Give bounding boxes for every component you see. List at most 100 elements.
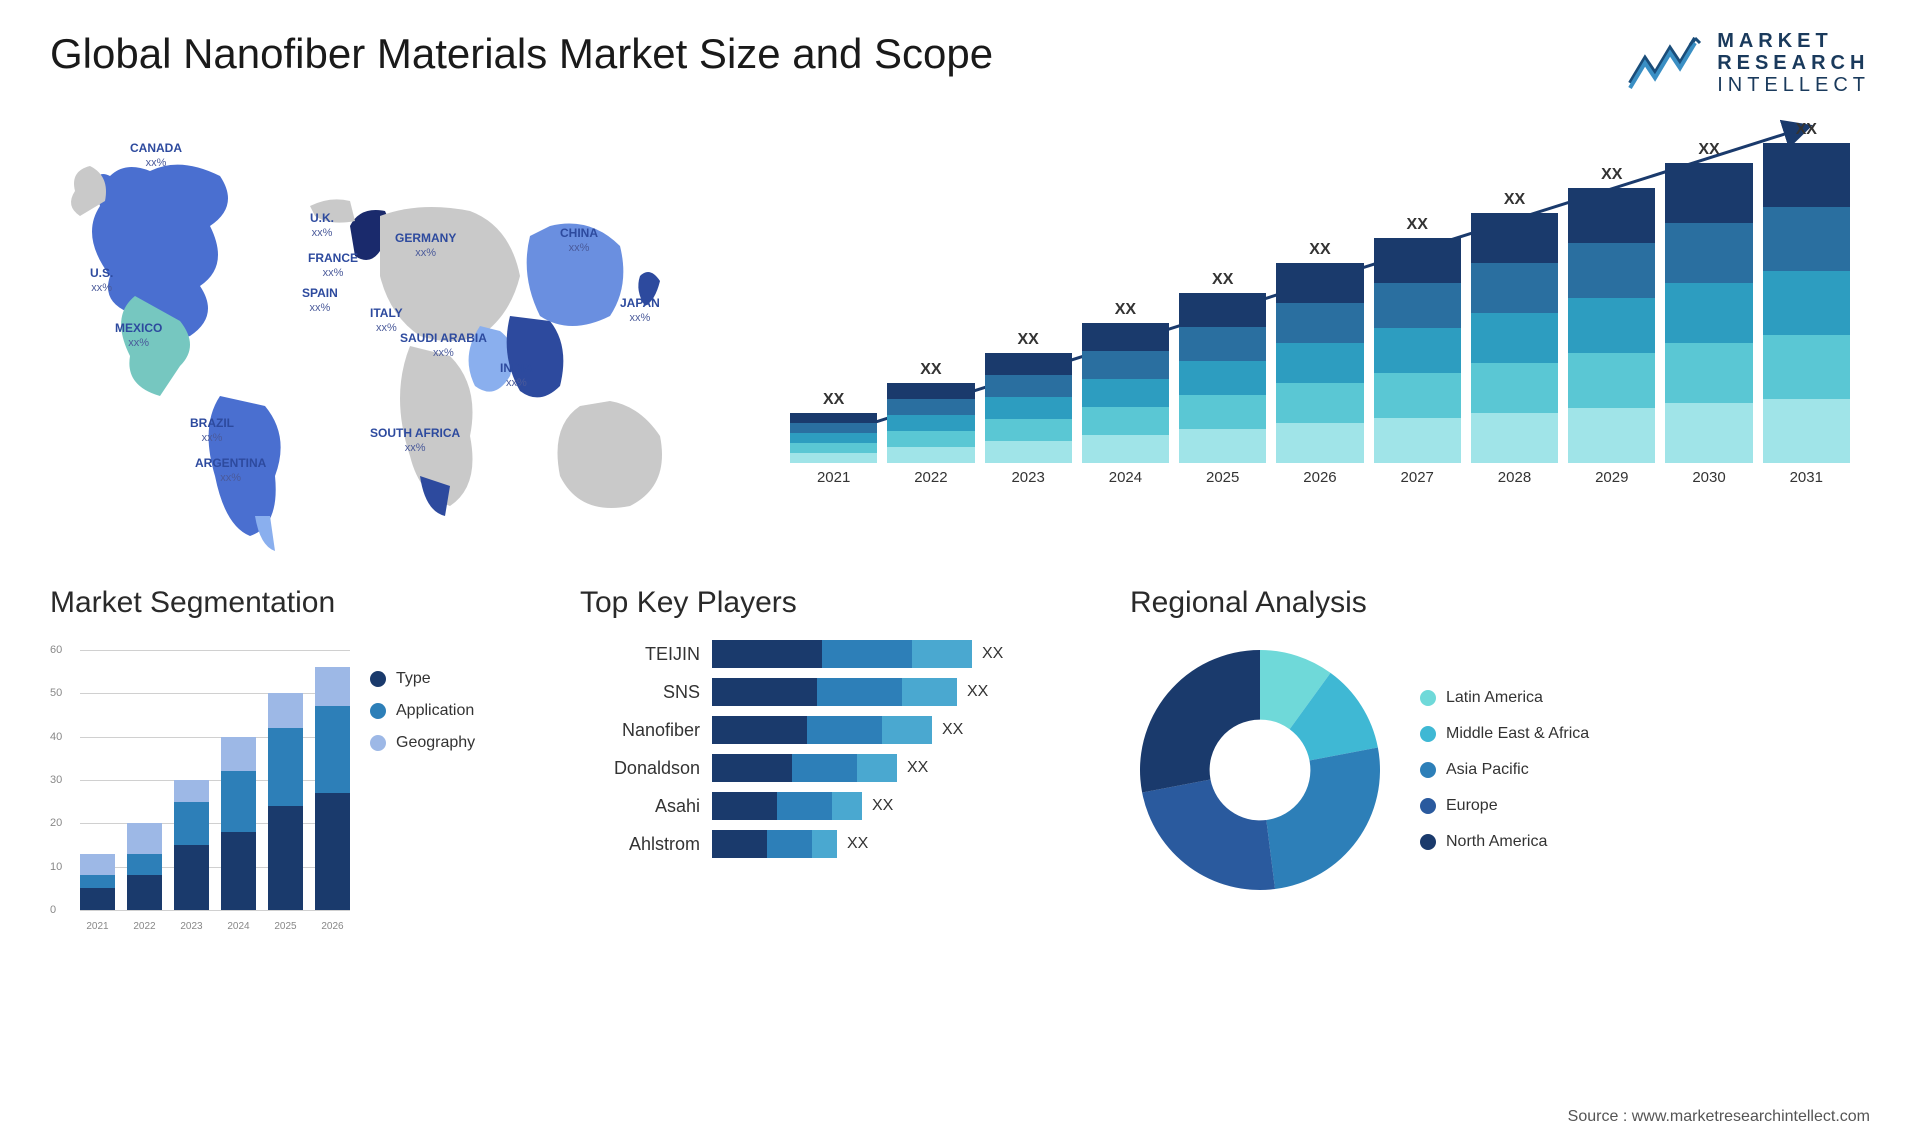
y-axis-label: 50 xyxy=(50,687,62,699)
legend-dot xyxy=(370,671,386,687)
player-value-label: XX xyxy=(982,645,1003,663)
segmentation-legend: Type Application Geography xyxy=(370,640,475,940)
legend-item: Geography xyxy=(370,734,475,752)
bar-value-label: XX xyxy=(1601,166,1622,184)
y-axis-label: 30 xyxy=(50,774,62,786)
segmentation-bar: 2022 xyxy=(127,823,162,910)
bar-year-label: 2021 xyxy=(817,469,850,486)
player-value-label: XX xyxy=(872,797,893,815)
bar-year-label: 2024 xyxy=(1109,469,1142,486)
regional-panel: Regional Analysis Latin AmericaMiddle Ea… xyxy=(1130,586,1870,1006)
players-title: Top Key Players xyxy=(580,586,1100,620)
player-bar xyxy=(712,678,957,706)
bar-year-label: 2030 xyxy=(1692,469,1725,486)
legend-item: Type xyxy=(370,670,475,688)
legend-item: Latin America xyxy=(1420,689,1589,707)
market-bar: XX2026 xyxy=(1276,241,1363,486)
world-map: CANADAxx%U.S.xx%MEXICOxx%BRAZILxx%ARGENT… xyxy=(50,116,730,556)
legend-dot xyxy=(370,703,386,719)
legend-item: Middle East & Africa xyxy=(1420,725,1589,743)
market-bar: XX 2030 xyxy=(1665,141,1752,486)
y-axis-label: 40 xyxy=(50,731,62,743)
logo-line1: MARKET xyxy=(1717,30,1870,52)
bar-value-label: XX xyxy=(1698,141,1719,159)
map-label: MEXICOxx% xyxy=(115,321,162,351)
player-bar xyxy=(712,792,862,820)
player-value-label: XX xyxy=(967,683,988,701)
donut-slice xyxy=(1142,779,1275,890)
legend-dot xyxy=(1420,690,1436,706)
donut-slice xyxy=(1266,748,1380,890)
map-label: ARGENTINAxx% xyxy=(195,456,266,486)
player-row: NanofiberXX xyxy=(580,716,1100,744)
market-bar: XX2023 xyxy=(985,331,1072,486)
bar-year-label: 2022 xyxy=(914,469,947,486)
bar-year-label: 2023 xyxy=(1011,469,1044,486)
player-name: TEIJIN xyxy=(580,644,700,665)
bar-year-label: 2028 xyxy=(1498,469,1531,486)
segmentation-bar: 2025 xyxy=(268,693,303,910)
player-value-label: XX xyxy=(847,835,868,853)
players-panel: Top Key Players TEIJINXXSNSXXNanofiberXX… xyxy=(580,586,1100,1006)
logo: MARKET RESEARCH INTELLECT xyxy=(1625,30,1870,96)
market-bar: XX2025 xyxy=(1179,271,1266,486)
map-label: GERMANYxx% xyxy=(395,231,456,261)
market-bar: XX 2029 xyxy=(1568,166,1655,486)
segmentation-panel: Market Segmentation 20212022202320242025… xyxy=(50,586,550,1006)
market-bar: XX 2022 xyxy=(887,361,974,486)
player-name: Asahi xyxy=(580,796,700,817)
regional-legend: Latin America Middle East & Africa Asia Pa… xyxy=(1420,689,1589,851)
bar-value-label: XX xyxy=(920,361,941,379)
y-axis-label: 0 xyxy=(50,904,56,916)
y-axis-label: 60 xyxy=(50,644,62,656)
map-label: SPAINxx% xyxy=(302,286,338,316)
market-bar: XX2031 xyxy=(1763,121,1850,486)
bar-value-label: XX xyxy=(1407,216,1428,234)
bar-year-label: 2029 xyxy=(1595,469,1628,486)
map-label: SAUDI ARABIAxx% xyxy=(400,331,487,361)
map-label: INDIAxx% xyxy=(500,361,533,391)
map-label: U.S.xx% xyxy=(90,266,113,296)
legend-label: Europe xyxy=(1446,797,1498,815)
seg-year-label: 2024 xyxy=(227,921,249,932)
map-label: CHINAxx% xyxy=(560,226,598,256)
map-label: SOUTH AFRICAxx% xyxy=(370,426,460,456)
legend-label: Latin America xyxy=(1446,689,1543,707)
bar-value-label: XX xyxy=(1309,241,1330,259)
map-label: JAPANxx% xyxy=(620,296,660,326)
segmentation-title: Market Segmentation xyxy=(50,586,550,620)
map-label: BRAZILxx% xyxy=(190,416,234,446)
market-bar: XX 2021 xyxy=(790,391,877,486)
legend-item: Asia Pacific xyxy=(1420,761,1589,779)
logo-line3: INTELLECT xyxy=(1717,74,1870,96)
market-bar: XX2024 xyxy=(1082,301,1169,486)
legend-dot xyxy=(370,735,386,751)
player-bar xyxy=(712,640,972,668)
map-label: U.K.xx% xyxy=(310,211,334,241)
legend-item: Europe xyxy=(1420,797,1589,815)
player-bar xyxy=(712,716,932,744)
segmentation-chart: 202120222023202420252026 0102030405060 xyxy=(50,640,350,940)
player-name: SNS xyxy=(580,682,700,703)
map-label: ITALYxx% xyxy=(370,306,403,336)
logo-line2: RESEARCH xyxy=(1717,52,1870,74)
segmentation-bar: 2026 xyxy=(315,667,350,910)
player-value-label: XX xyxy=(942,721,963,739)
player-row: TEIJIN XX xyxy=(580,640,1100,668)
bar-value-label: XX xyxy=(823,391,844,409)
seg-year-label: 2021 xyxy=(86,921,108,932)
legend-item: North America xyxy=(1420,833,1589,851)
logo-icon xyxy=(1625,33,1705,93)
seg-year-label: 2025 xyxy=(274,921,296,932)
player-name: Donaldson xyxy=(580,758,700,779)
page-title: Global Nanofiber Materials Market Size a… xyxy=(50,30,993,78)
legend-label: Application xyxy=(396,702,474,720)
bar-value-label: XX xyxy=(1212,271,1233,289)
bar-year-label: 2031 xyxy=(1790,469,1823,486)
bar-value-label: XX xyxy=(1504,191,1525,209)
regional-donut xyxy=(1130,640,1390,900)
legend-label: North America xyxy=(1446,833,1547,851)
player-row: AhlstromXX xyxy=(580,830,1100,858)
seg-year-label: 2026 xyxy=(321,921,343,932)
player-row: DonaldsonXX xyxy=(580,754,1100,782)
